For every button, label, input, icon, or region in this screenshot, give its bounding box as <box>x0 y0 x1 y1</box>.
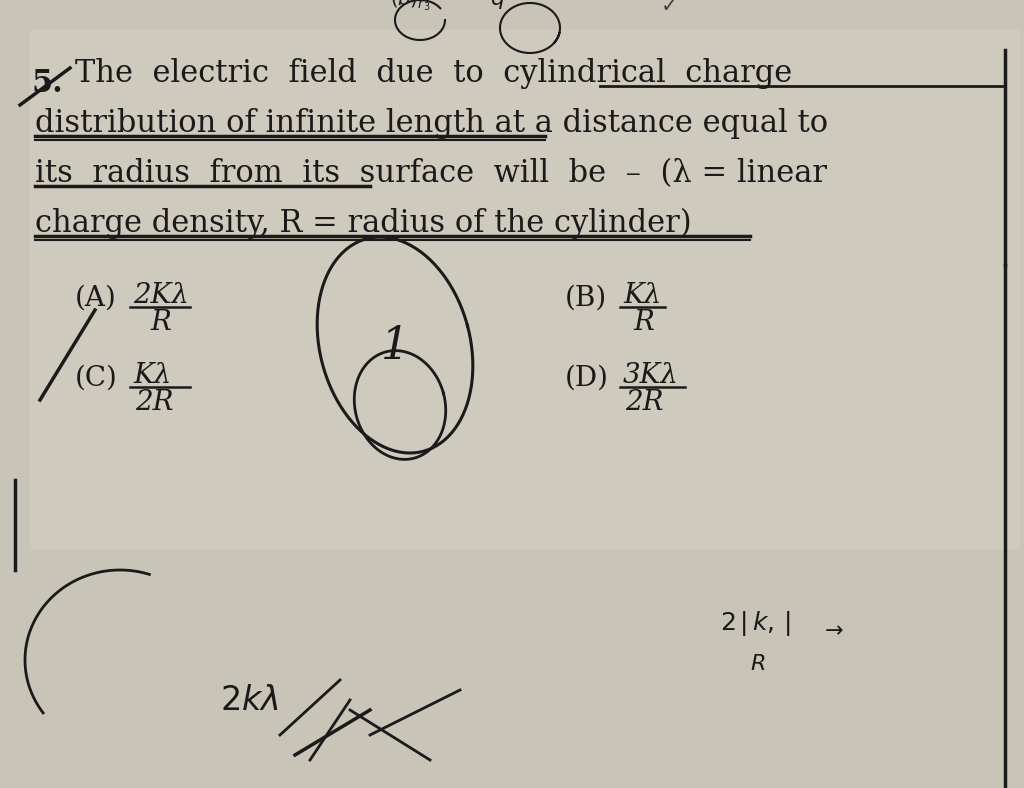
Text: 3Kλ: 3Kλ <box>623 362 679 389</box>
Text: $q$: $q$ <box>490 0 505 11</box>
Text: $2k\lambda$: $2k\lambda$ <box>220 685 279 717</box>
Text: charge density, R = radius of the cylinder): charge density, R = radius of the cylind… <box>35 208 691 240</box>
Text: 1: 1 <box>381 325 410 368</box>
Text: (B): (B) <box>565 285 607 312</box>
Text: 2Kλ: 2Kλ <box>133 282 189 309</box>
Text: R: R <box>633 309 654 336</box>
Text: 5.: 5. <box>32 68 63 99</box>
Text: 2R: 2R <box>625 389 664 416</box>
Bar <box>30 30 1020 550</box>
Text: R: R <box>150 309 171 336</box>
Text: its  radius  from  its  surface  will  be  –  (λ = linear: its radius from its surface will be – (λ… <box>35 158 827 189</box>
Text: $\checkmark$: $\checkmark$ <box>660 0 676 14</box>
Text: Kλ: Kλ <box>623 282 662 309</box>
Text: (D): (D) <box>565 365 609 392</box>
Text: $2\,|\,k,\,|$: $2\,|\,k,\,|$ <box>720 609 792 638</box>
Text: $(b)_{r_3}$: $(b)_{r_3}$ <box>390 0 431 13</box>
Text: (C): (C) <box>75 365 118 392</box>
Text: $\rightarrow$: $\rightarrow$ <box>820 618 844 640</box>
Text: $R$: $R$ <box>750 653 765 675</box>
Text: (A): (A) <box>75 285 117 312</box>
Text: distribution of infinite length at a distance equal to: distribution of infinite length at a dis… <box>35 108 828 139</box>
Text: 2R: 2R <box>135 389 173 416</box>
Text: Kλ: Kλ <box>133 362 171 389</box>
Text: The  electric  field  due  to  cylindrical  charge: The electric field due to cylindrical ch… <box>75 58 793 89</box>
